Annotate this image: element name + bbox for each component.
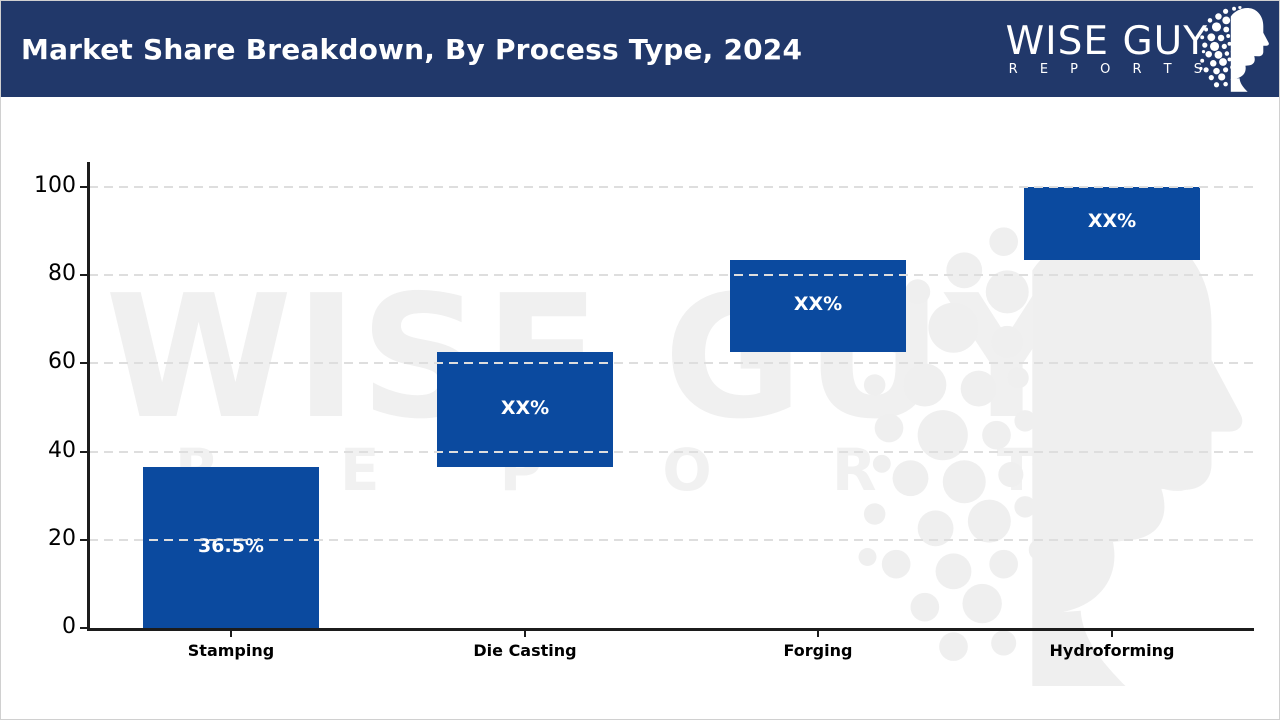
gridline [89,538,1254,541]
logo-subtitle: R E P O R T S [1008,62,1211,77]
y-tick-label: 60 [48,349,76,375]
y-tick-label: 100 [34,173,76,198]
logo-name: WISE GUY [1005,19,1209,64]
page-title: Market Share Breakdown, By Process Type,… [21,32,803,66]
y-tick-mark [80,627,88,629]
y-tick-mark [80,450,88,453]
header-bar: Market Share Breakdown, By Process Type,… [1,1,1279,97]
y-tick-label: 40 [48,437,76,463]
y-tick-label: 0 [62,614,76,639]
x-tick-mark [230,630,232,637]
y-tick-mark [80,362,88,365]
y-tick-label: 80 [48,261,76,287]
category-label: Stamping [187,641,275,660]
bar-value-label: XX% [793,293,843,316]
bar-value-label: XX% [500,396,550,419]
y-axis-line [87,162,90,630]
x-tick-mark [817,630,819,637]
x-axis-line [87,628,1254,631]
gridline [89,186,1254,188]
category-label: Forging [783,641,853,660]
gridline [89,274,1254,277]
bar-value-label: XX% [1087,210,1137,233]
y-tick-mark [80,274,88,277]
x-tick-mark [524,630,526,637]
y-tick-label: 20 [48,525,76,551]
bar [1024,187,1200,260]
bar [437,352,613,468]
x-tick-mark [1111,630,1113,637]
logo: WISE GUY R E P O R T S [1003,22,1211,77]
gridline [89,450,1254,453]
bar [143,467,319,628]
logo-head-icon [1197,5,1275,93]
y-tick-mark [80,186,88,188]
gridline [89,362,1254,365]
category-label: Die Casting [473,641,577,660]
y-tick-mark [80,538,88,541]
category-label: Hydroforming [1049,641,1175,660]
